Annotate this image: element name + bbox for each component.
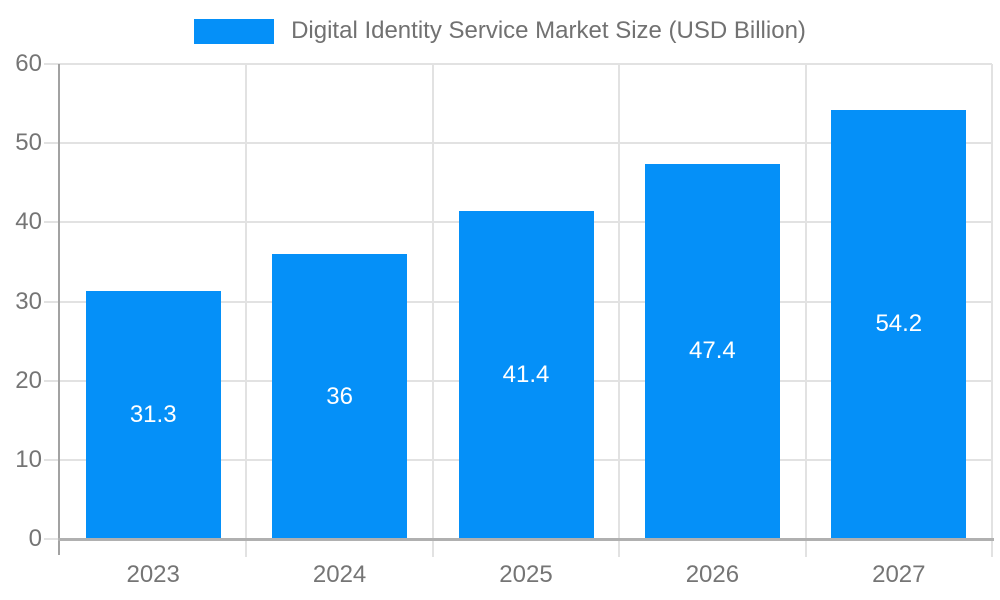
bar-value-label: 31.3: [129, 401, 177, 429]
y-axis-tick: [44, 458, 60, 461]
x-tick-label: 2026: [685, 561, 740, 588]
bar-value-label: 36: [326, 382, 353, 410]
y-axis-tick: [44, 379, 60, 382]
x-axis-tick: [991, 539, 993, 557]
vertical-gridline: [991, 64, 993, 539]
bar-value-label: 41.4: [502, 361, 550, 389]
x-axis-baseline: [58, 538, 994, 541]
x-axis-tick: [245, 539, 248, 557]
bar: 47.4: [644, 163, 780, 539]
x-tick-label: 2025: [499, 561, 553, 588]
horizontal-gridline: [60, 63, 992, 65]
x-tick-label: 2023: [126, 561, 180, 588]
y-tick-label: 50: [15, 129, 42, 157]
x-tick-label: 2024: [312, 561, 367, 588]
y-axis-tick: [44, 63, 60, 65]
y-axis-tick: [44, 221, 60, 224]
x-axis-tick: [618, 539, 621, 557]
chart-title: Digital Identity Service Market Size (US…: [291, 17, 806, 44]
bar-value-label: 54.2: [875, 310, 923, 338]
bar: 54.2: [831, 109, 967, 539]
y-tick-label: 30: [15, 287, 42, 315]
chart-legend: Digital Identity Service Market Size (US…: [0, 17, 1000, 45]
horizontal-gridline: [60, 142, 992, 145]
bar: 31.3: [85, 291, 221, 539]
bar: 41.4: [458, 211, 594, 539]
x-axis-tick: [804, 539, 807, 557]
y-tick-label: 0: [28, 525, 42, 552]
bar-value-label: 47.4: [689, 337, 736, 365]
y-tick-label: 40: [15, 208, 42, 236]
legend-color-swatch: [194, 18, 275, 44]
y-axis-tick: [44, 538, 60, 540]
y-tick-label: 20: [15, 366, 42, 394]
x-tick-label: 2027: [872, 561, 926, 588]
y-tick-label: 10: [15, 445, 42, 473]
y-axis-line: [58, 64, 60, 555]
y-axis-tick: [44, 300, 60, 303]
bar: 36: [272, 254, 408, 539]
y-tick-label: 60: [15, 50, 42, 77]
y-axis-tick: [44, 142, 60, 145]
x-axis-tick: [431, 539, 434, 557]
